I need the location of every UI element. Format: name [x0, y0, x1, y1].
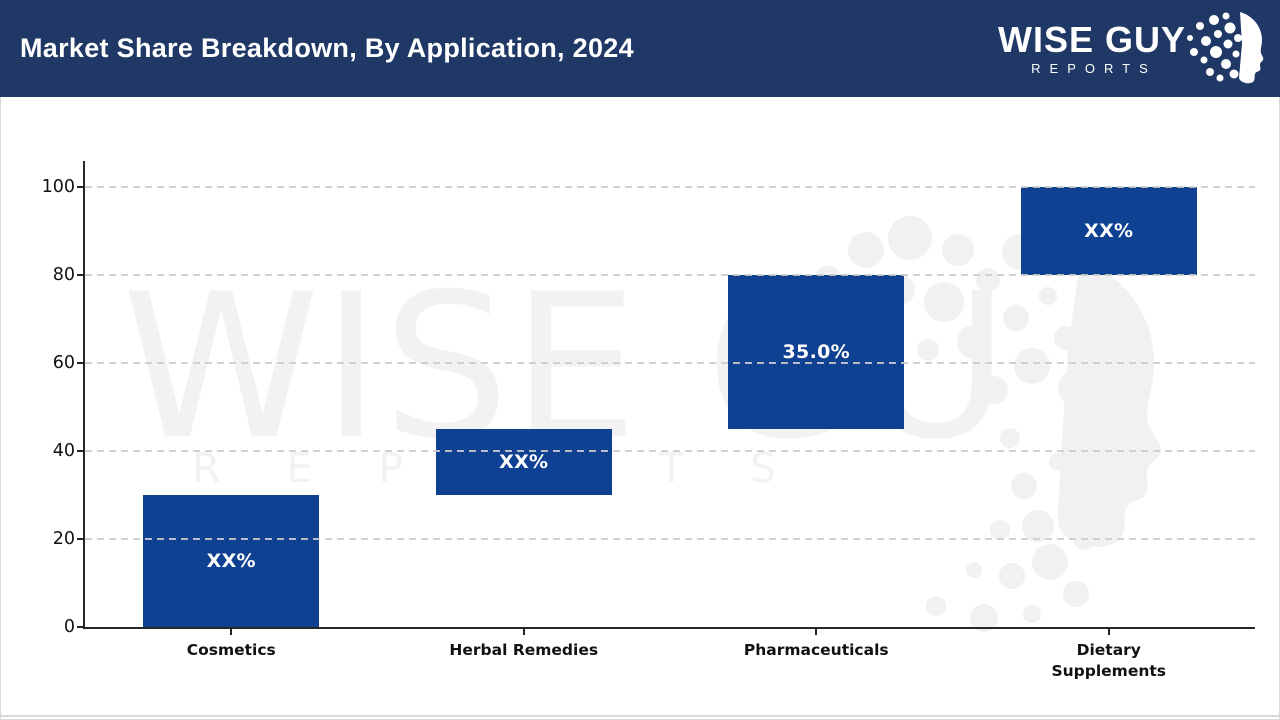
- x-category-label: Pharmaceuticals: [743, 641, 889, 659]
- gridline-80: [85, 274, 1255, 276]
- x-axis-line: [83, 627, 1255, 630]
- x-tick-mark: [815, 629, 818, 636]
- logo-head-icon: [1187, 11, 1264, 83]
- logo-tagline: REPORTS: [1031, 60, 1157, 76]
- y-tick-label: 60: [52, 353, 75, 373]
- y-tick-label: 40: [52, 441, 75, 461]
- bottom-divider: [0, 715, 1280, 717]
- gridline-100: [85, 186, 1255, 188]
- y-tick-mark: [77, 362, 85, 364]
- y-tick-label: 80: [52, 265, 75, 285]
- x-tick-mark: [1107, 629, 1110, 636]
- y-tick-mark: [77, 186, 85, 188]
- bar-pharmaceuticals: [728, 275, 905, 429]
- x-category-label: Dietary Supplements: [1051, 641, 1167, 680]
- watermark-head-icon: [788, 216, 1161, 632]
- bar-herbal-remedies: [435, 429, 612, 495]
- bar-value-label: 35.0%: [782, 341, 850, 363]
- y-tick-label: 0: [63, 617, 75, 637]
- x-category-label: Herbal Remedies: [449, 641, 599, 659]
- gridline-20: [85, 538, 1255, 540]
- y-axis-line: [83, 161, 85, 629]
- wise-guy-logo: WISE GUY REPORTS: [998, 8, 1266, 90]
- y-tick-mark: [77, 274, 85, 276]
- x-tick-mark: [522, 629, 525, 636]
- bar-cosmetics: [143, 495, 320, 627]
- header: Market Share Breakdown, By Application, …: [0, 0, 1280, 97]
- gridline-40: [85, 450, 1255, 452]
- x-category-label: Cosmetics: [186, 641, 276, 659]
- gridline-60: [85, 362, 1255, 364]
- y-tick-mark: [77, 450, 85, 452]
- bar-value-label: XX%: [1084, 220, 1134, 242]
- y-tick-mark: [77, 626, 85, 628]
- bar-dietary-supplements: [1020, 187, 1197, 275]
- y-tick-label: 20: [52, 529, 75, 549]
- page-title: Market Share Breakdown, By Application, …: [20, 33, 634, 63]
- y-tick-mark: [77, 538, 85, 540]
- bar-value-label: XX%: [206, 550, 256, 572]
- x-tick-mark: [230, 629, 233, 636]
- y-tick-label: 100: [41, 177, 75, 197]
- bar-value-label: XX%: [499, 451, 549, 473]
- logo-name: WISE GUY: [997, 18, 1186, 60]
